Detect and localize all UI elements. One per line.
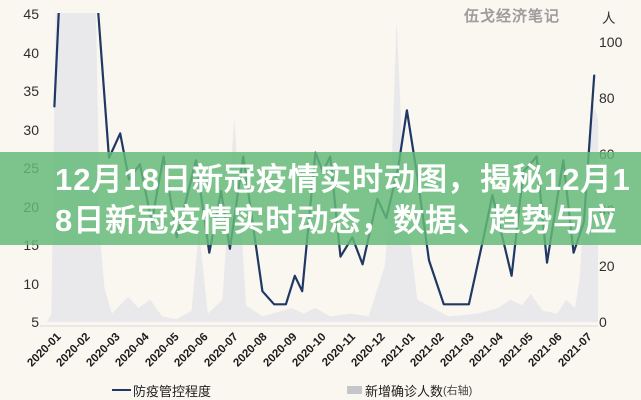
right-axis-tick: 20 bbox=[599, 258, 615, 274]
legend-new-cases: 新增确诊人数 (右轴) bbox=[347, 381, 472, 399]
legend-control-level: 防疫管控程度 bbox=[112, 381, 211, 399]
left-axis-tick: 30 bbox=[23, 121, 39, 138]
legend-new-cases-label: 新增确诊人数 bbox=[365, 383, 444, 399]
left-axis-tick: 40 bbox=[23, 44, 39, 61]
right-axis-tick: 100 bbox=[599, 34, 623, 50]
right-axis-tick: 80 bbox=[599, 90, 615, 106]
headline-line-1: 12月18日新冠疫情实时动图，揭秘12月1 bbox=[55, 162, 631, 197]
legend-new-cases-suffix: (右轴) bbox=[443, 385, 473, 397]
brand-watermark: 伍戈经济笔记 bbox=[464, 8, 561, 25]
left-axis-tick: 10 bbox=[23, 275, 39, 292]
headline-line-2: 8日新冠疫情实时动态，数据、趋势与应 bbox=[55, 203, 618, 238]
left-axis-tick: 5 bbox=[31, 314, 39, 330]
area-marker-icon bbox=[347, 386, 362, 394]
right-axis-tick: 0 bbox=[599, 314, 607, 330]
legend-control-level-label: 防疫管控程度 bbox=[133, 383, 212, 399]
new-cases-area bbox=[47, 13, 598, 322]
left-axis-tick: 35 bbox=[23, 83, 39, 99]
left-axis-tick: 45 bbox=[23, 6, 39, 22]
right-axis-unit-label: 人 bbox=[602, 11, 616, 26]
headline-banner: 12月18日新冠疫情实时动图，揭秘12月1 8日新冠疫情实时动态，数据、趋势与应 bbox=[0, 152, 641, 245]
line-marker-icon bbox=[112, 389, 131, 391]
